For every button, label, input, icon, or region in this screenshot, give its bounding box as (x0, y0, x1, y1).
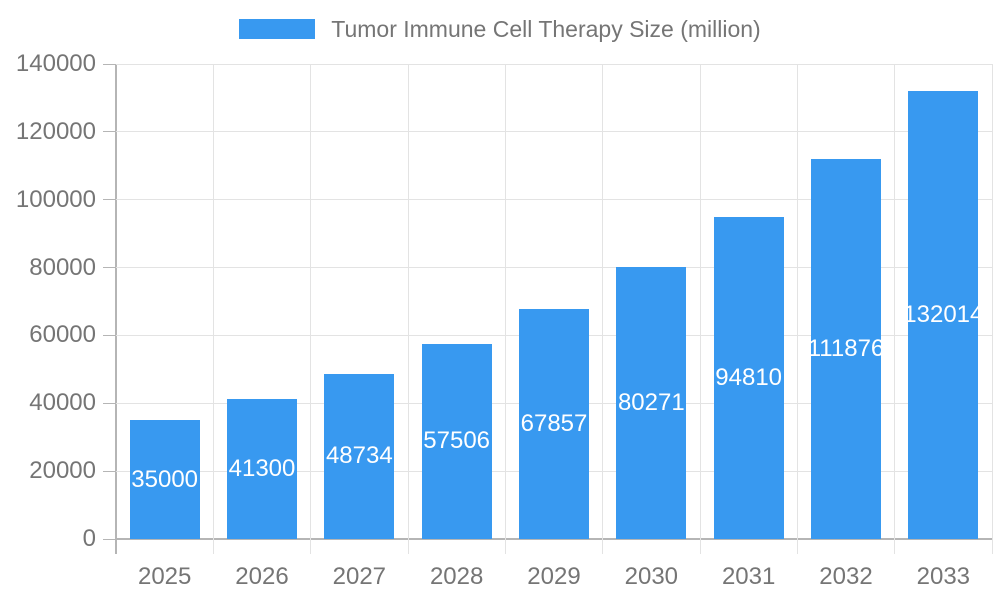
y-tick-mark (103, 267, 116, 269)
x-gridline (894, 64, 896, 554)
x-tick-label: 2032 (819, 563, 873, 590)
x-axis-line (116, 538, 992, 540)
y-gridline (116, 267, 992, 269)
legend-swatch (239, 19, 316, 39)
x-gridline (796, 64, 798, 554)
y-tick-mark (103, 131, 116, 133)
x-tick-label: 2028 (429, 563, 484, 590)
x-tick-label: 2026 (235, 563, 289, 590)
y-tick-label: 20000 (29, 457, 96, 485)
x-tick-label: 2031 (721, 563, 776, 590)
y-tick-label: 40000 (29, 389, 96, 417)
bar[interactable]: 111876 (808, 159, 884, 539)
bar[interactable]: 48734 (324, 373, 395, 539)
x-gridline (699, 64, 701, 554)
y-tick-label: 60000 (29, 321, 96, 349)
y-tick-mark (103, 334, 116, 336)
plot-area: 0 20000 40000 60000 80000 100000 120000 140000 3… (16, 52, 993, 590)
y-tick-mark (103, 538, 116, 540)
bar-value-label: 94810 (715, 364, 783, 392)
legend[interactable]: Tumor Immune Cell Therapy Size (million) (0, 14, 1000, 44)
y-tick-label: 140000 (15, 50, 96, 77)
x-tick-label: 2029 (527, 563, 581, 590)
x-gridline (602, 64, 604, 554)
legend-label: Tumor Immune Cell Therapy Size (million) (331, 15, 761, 42)
x-tick-label: 2030 (624, 563, 679, 590)
bar-value-label: 48734 (325, 442, 393, 470)
y-tick-mark (103, 63, 116, 65)
y-gridline (116, 63, 992, 65)
x-gridline (991, 64, 993, 554)
y-tick-label: 120000 (15, 117, 96, 145)
x-gridline (407, 64, 409, 554)
bar-value-label: 132014 (903, 301, 984, 329)
y-tick-mark (103, 199, 116, 201)
bar[interactable]: 132014 (903, 91, 983, 539)
bar-value-label: 57506 (423, 427, 491, 455)
y-tick-label: 0 (82, 525, 96, 552)
bar[interactable]: 57506 (421, 343, 492, 539)
x-gridline (310, 64, 312, 554)
bar-value-label: 41300 (228, 454, 296, 482)
y-axis-line (115, 64, 117, 554)
x-tick-label: 2027 (332, 563, 387, 590)
bar-value-label: 35000 (131, 465, 199, 493)
x-tick-label: 2033 (916, 563, 971, 590)
bar[interactable]: 41300 (227, 398, 297, 539)
bar[interactable]: 35000 (129, 420, 200, 539)
bar[interactable]: 94810 (713, 217, 784, 539)
x-tick-label: 2025 (137, 563, 192, 590)
y-gridline (116, 199, 992, 201)
bar-value-label: 111876 (807, 335, 885, 363)
bar[interactable]: 67857 (519, 308, 589, 539)
y-tick-label: 100000 (15, 185, 96, 213)
x-gridline (212, 64, 214, 554)
y-gridline (116, 131, 992, 133)
bar-value-label: 67857 (520, 409, 588, 437)
bar-value-label: 80271 (617, 388, 685, 416)
bar[interactable]: 80271 (616, 266, 687, 539)
y-tick-mark (103, 470, 116, 472)
y-tick-mark (103, 402, 116, 404)
x-gridline (504, 64, 506, 554)
y-tick-label: 80000 (29, 253, 96, 281)
